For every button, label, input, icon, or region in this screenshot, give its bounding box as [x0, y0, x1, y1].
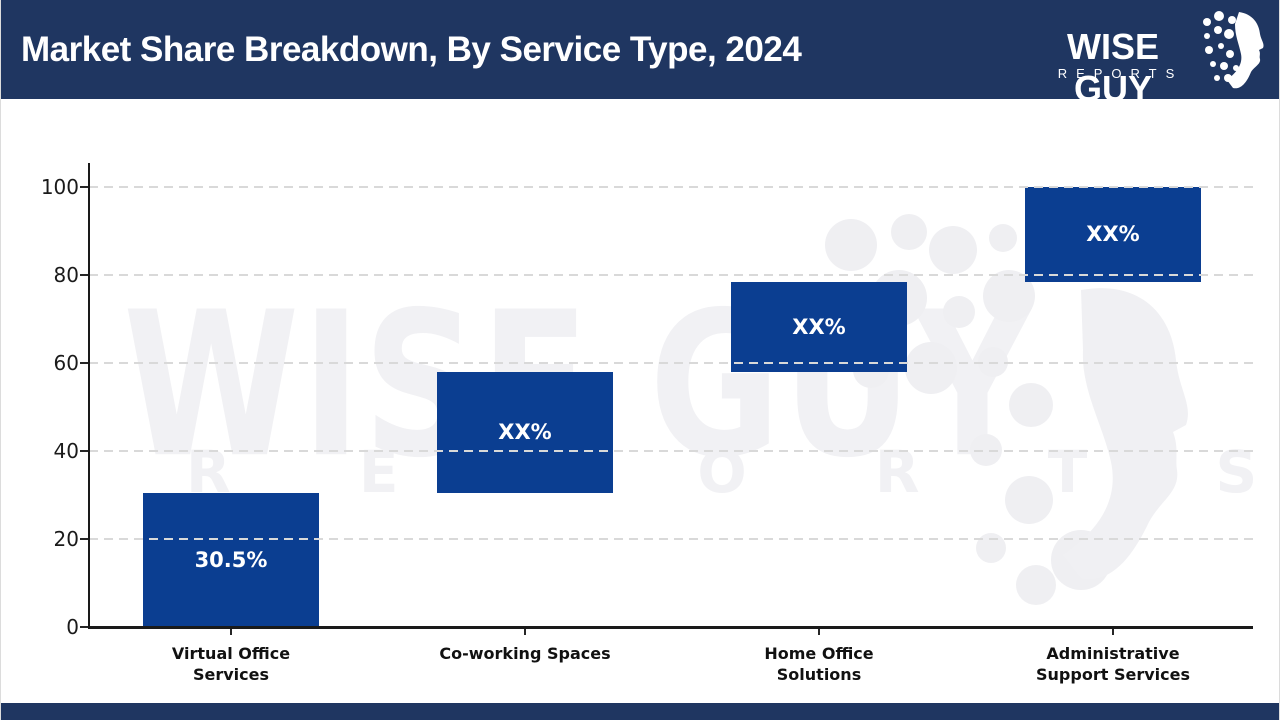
- bar-value-label: 30.5%: [194, 547, 268, 572]
- y-tick-label: 100: [40, 175, 79, 199]
- x-tick-mark: [818, 629, 820, 635]
- y-tick-label: 40: [53, 439, 79, 463]
- footer-bar: [1, 703, 1279, 720]
- y-tick-label: 20: [53, 527, 79, 551]
- category-label-line: Administrative: [1046, 644, 1180, 663]
- gridline: [89, 362, 1253, 364]
- bar: XX%: [437, 371, 613, 493]
- category-label: Administrative Support Services: [993, 643, 1233, 685]
- x-tick-mark: [230, 629, 232, 635]
- y-tick-mark: [80, 538, 89, 540]
- y-axis-spine: [88, 163, 90, 629]
- y-tick-mark: [80, 450, 89, 452]
- gridline: [89, 274, 1253, 276]
- header-bar: Market Share Breakdown, By Service Type,…: [1, 0, 1279, 109]
- category-label-line: Co-working Spaces: [439, 644, 611, 663]
- logo-face-icon: [1203, 11, 1264, 89]
- x-axis-spine: [89, 626, 1253, 629]
- gridline: [89, 186, 1253, 188]
- y-tick-mark: [80, 362, 89, 364]
- category-label-line: Services: [192, 665, 270, 684]
- y-tick-mark: [80, 274, 89, 276]
- category-label-line: Support Services: [1036, 665, 1190, 684]
- y-tick-label: 0: [66, 615, 79, 639]
- page-title: Market Share Breakdown, By Service Type,…: [21, 30, 802, 69]
- category-label-line: Solutions: [776, 665, 862, 684]
- category-label: Home Office Solutions: [699, 643, 939, 685]
- bar: XX%: [1025, 187, 1201, 282]
- bar-value-label: XX%: [792, 314, 846, 339]
- watermark-text-reports: R E P O R T S: [186, 438, 1280, 506]
- gridline: [89, 538, 1253, 540]
- y-tick-label: 60: [53, 351, 79, 375]
- category-label-line: Virtual Office: [171, 644, 291, 663]
- logo-subtext: REPORTS: [1057, 66, 1184, 81]
- x-tick-mark: [524, 629, 526, 635]
- bar-value-label: XX%: [498, 420, 552, 445]
- category-label: Co-working Spaces: [405, 643, 645, 664]
- gridline: [89, 450, 1253, 452]
- y-tick-mark: [80, 186, 89, 188]
- y-tick-mark: [80, 626, 89, 628]
- brand-logo: WISE GUY REPORTS: [1027, 6, 1267, 109]
- bar-value-label: XX%: [1086, 222, 1140, 247]
- logo-wordmark: WISE GUY: [1066, 26, 1159, 109]
- category-label: Virtual Office Services: [111, 643, 351, 685]
- bar: 30.5%: [143, 492, 319, 627]
- y-tick-label: 80: [53, 263, 79, 287]
- bar: XX%: [731, 281, 907, 372]
- category-label-line: Home Office: [764, 644, 874, 663]
- x-tick-mark: [1112, 629, 1114, 635]
